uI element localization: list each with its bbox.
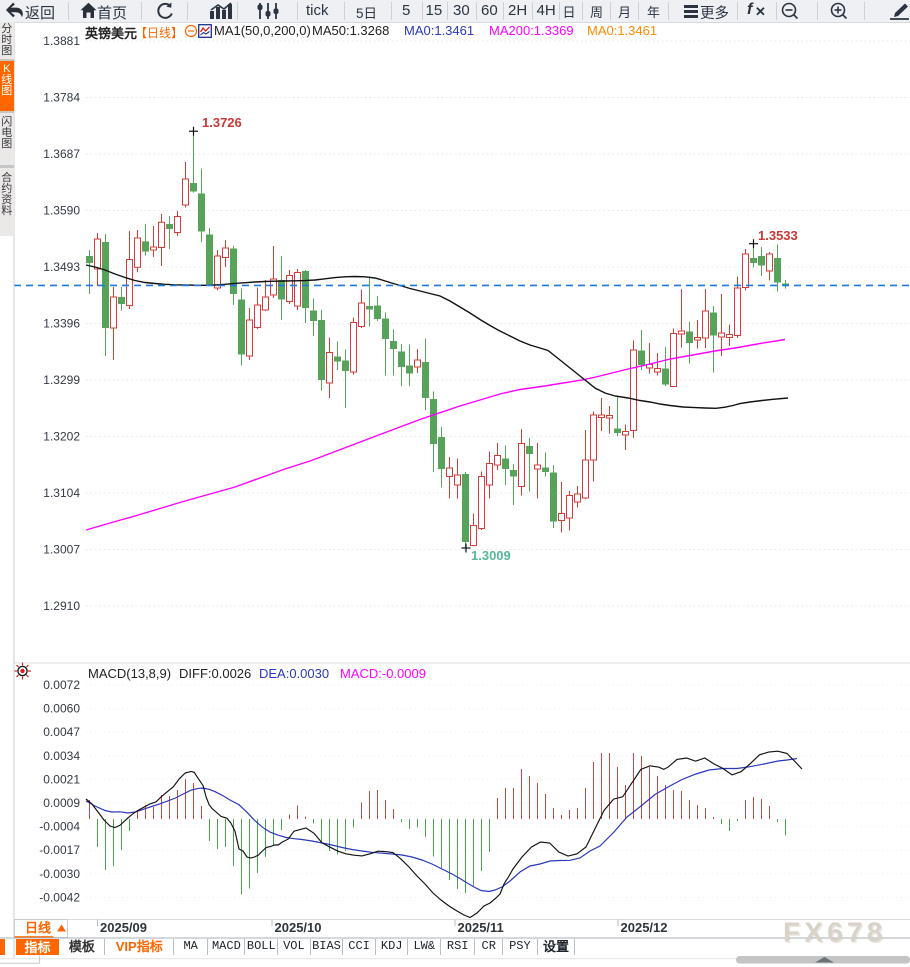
svg-text:2025/09: 2025/09 <box>100 920 147 935</box>
svg-text:FX678: FX678 <box>783 917 887 948</box>
svg-text:1.3881: 1.3881 <box>43 34 80 48</box>
svg-text:1.2910: 1.2910 <box>43 599 80 613</box>
svg-text:FX678: FX678 <box>785 918 889 949</box>
svg-text:-0.0030: -0.0030 <box>39 867 80 881</box>
svg-text:1.3009: 1.3009 <box>471 548 511 563</box>
svg-text:0.0060: 0.0060 <box>43 702 80 716</box>
svg-text:1.3726: 1.3726 <box>202 115 242 130</box>
svg-text:DIFF:0.0026: DIFF:0.0026 <box>179 666 251 681</box>
svg-text:0.0009: 0.0009 <box>43 796 80 810</box>
svg-text:1.3784: 1.3784 <box>43 91 80 105</box>
svg-text:1.3104: 1.3104 <box>43 486 80 500</box>
svg-text:1.3007: 1.3007 <box>43 543 80 557</box>
svg-text:1.3202: 1.3202 <box>43 430 80 444</box>
svg-text:1.3533: 1.3533 <box>758 228 798 243</box>
svg-text:1.3299: 1.3299 <box>43 373 80 387</box>
svg-text:DEA:0.0030: DEA:0.0030 <box>259 666 329 681</box>
svg-text:1.3396: 1.3396 <box>43 317 80 331</box>
svg-text:MACD(13,8,9): MACD(13,8,9) <box>88 666 171 681</box>
svg-text:0.0034: 0.0034 <box>43 749 80 763</box>
svg-text:-0.0004: -0.0004 <box>39 820 80 834</box>
svg-text:2025/10: 2025/10 <box>275 920 322 935</box>
svg-text:0.0021: 0.0021 <box>43 772 80 786</box>
svg-text:1.3493: 1.3493 <box>43 260 80 274</box>
svg-text:0.0072: 0.0072 <box>43 678 80 692</box>
svg-text:MACD:-0.0009: MACD:-0.0009 <box>340 666 426 681</box>
svg-text:日线: 日线 <box>25 921 51 936</box>
svg-text:0.0047: 0.0047 <box>43 725 80 739</box>
svg-text:1.3687: 1.3687 <box>43 147 80 161</box>
svg-text:-0.0042: -0.0042 <box>39 890 80 904</box>
svg-text:2025/12: 2025/12 <box>621 920 668 935</box>
svg-text:2025/11: 2025/11 <box>458 920 504 935</box>
svg-text:-0.0017: -0.0017 <box>39 843 80 857</box>
svg-text:1.3590: 1.3590 <box>43 204 80 218</box>
